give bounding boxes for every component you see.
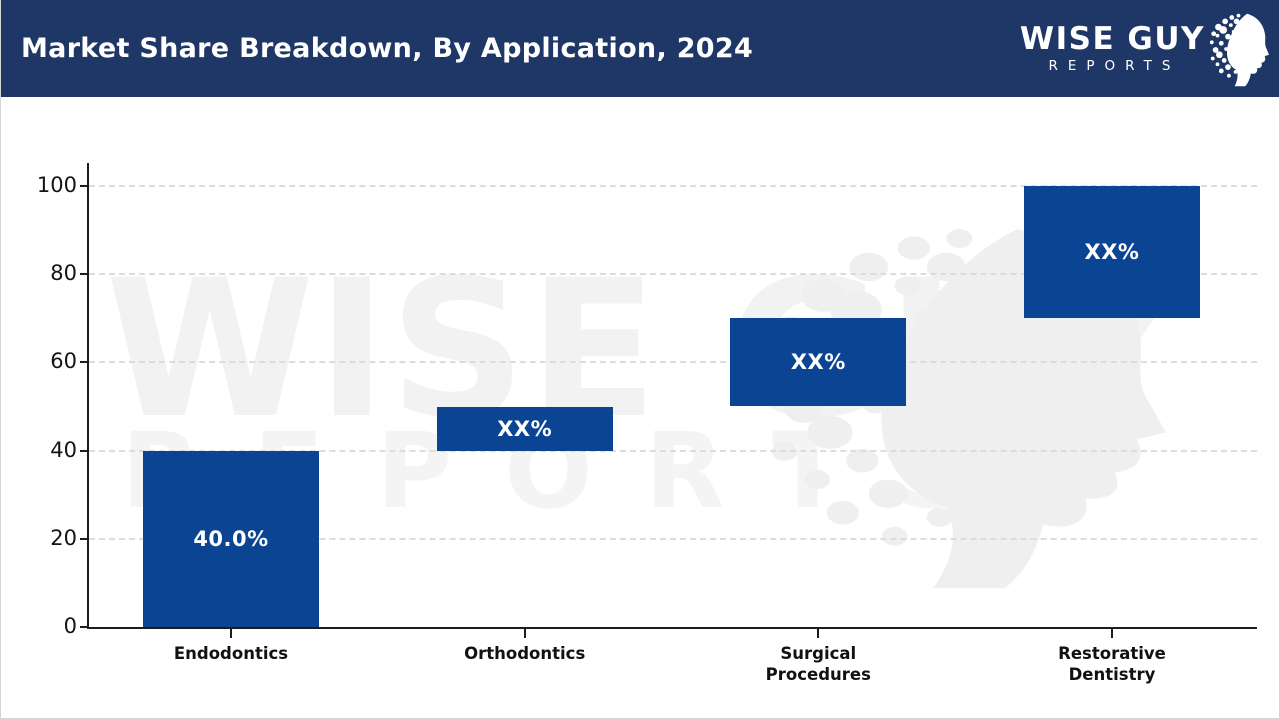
bar-2: XX% (436, 406, 613, 451)
wise-guy-logo: WISE GUY REPORTS (1020, 0, 1269, 97)
y-tick-label-80: 80 (50, 261, 77, 286)
gridline-40 (89, 449, 1257, 452)
bar-value-label-4: XX% (1084, 240, 1140, 265)
x-tick-mark-3 (817, 629, 820, 638)
x-category-label-3: Surgical Procedures (765, 644, 871, 685)
logo-wordmark: WISE GUY (1019, 21, 1205, 58)
y-tick-label-20: 20 (50, 525, 77, 550)
bar-value-label-2: XX% (497, 416, 553, 441)
bar-1: 40.0% (143, 450, 319, 627)
x-category-label-1: Endodontics (173, 644, 289, 663)
x-axis-spine (87, 627, 1257, 629)
y-tick-mark-40 (80, 449, 88, 452)
y-tick-mark-0 (80, 626, 88, 628)
x-category-label-4: Restorative Dentistry (1058, 644, 1166, 685)
y-tick-label-40: 40 (50, 437, 77, 462)
x-tick-mark-1 (230, 629, 232, 638)
x-tick-mark-2 (523, 629, 526, 638)
gridline-20 (89, 537, 1257, 540)
gridline-60 (89, 361, 1257, 364)
y-tick-label-100: 100 (36, 173, 77, 197)
bar-value-label-1: 40.0% (193, 526, 269, 551)
chart-area: WISE GUY REPORTS 0 20 40 60 80 100 40.0% Endodo… (1, 97, 1279, 718)
gridline-100 (89, 185, 1257, 187)
gridline-80 (89, 273, 1257, 276)
logo-head-icon (1207, 9, 1269, 89)
y-tick-label-60: 60 (50, 349, 77, 374)
header: Market Share Breakdown, By Application, … (1, 0, 1279, 97)
logo-text: WISE GUY REPORTS (1020, 23, 1205, 74)
bar-4: XX% (1024, 186, 1200, 319)
bar-3: XX% (730, 318, 907, 407)
page-title: Market Share Breakdown, By Application, … (21, 33, 754, 64)
y-tick-mark-20 (80, 537, 88, 540)
y-axis-spine (87, 163, 89, 629)
x-tick-mark-4 (1111, 629, 1113, 638)
bar-value-label-3: XX% (790, 350, 846, 375)
y-tick-mark-60 (80, 361, 88, 364)
y-tick-mark-100 (80, 185, 88, 187)
x-category-label-2: Orthodontics (464, 644, 586, 663)
y-tick-mark-80 (80, 273, 88, 276)
y-tick-label-0: 0 (63, 614, 77, 638)
logo-subtitle: REPORTS (1048, 57, 1181, 74)
waterfall-plot: 0 20 40 60 80 100 40.0% Endodontics XX% Orthodont… (1, 97, 1279, 718)
